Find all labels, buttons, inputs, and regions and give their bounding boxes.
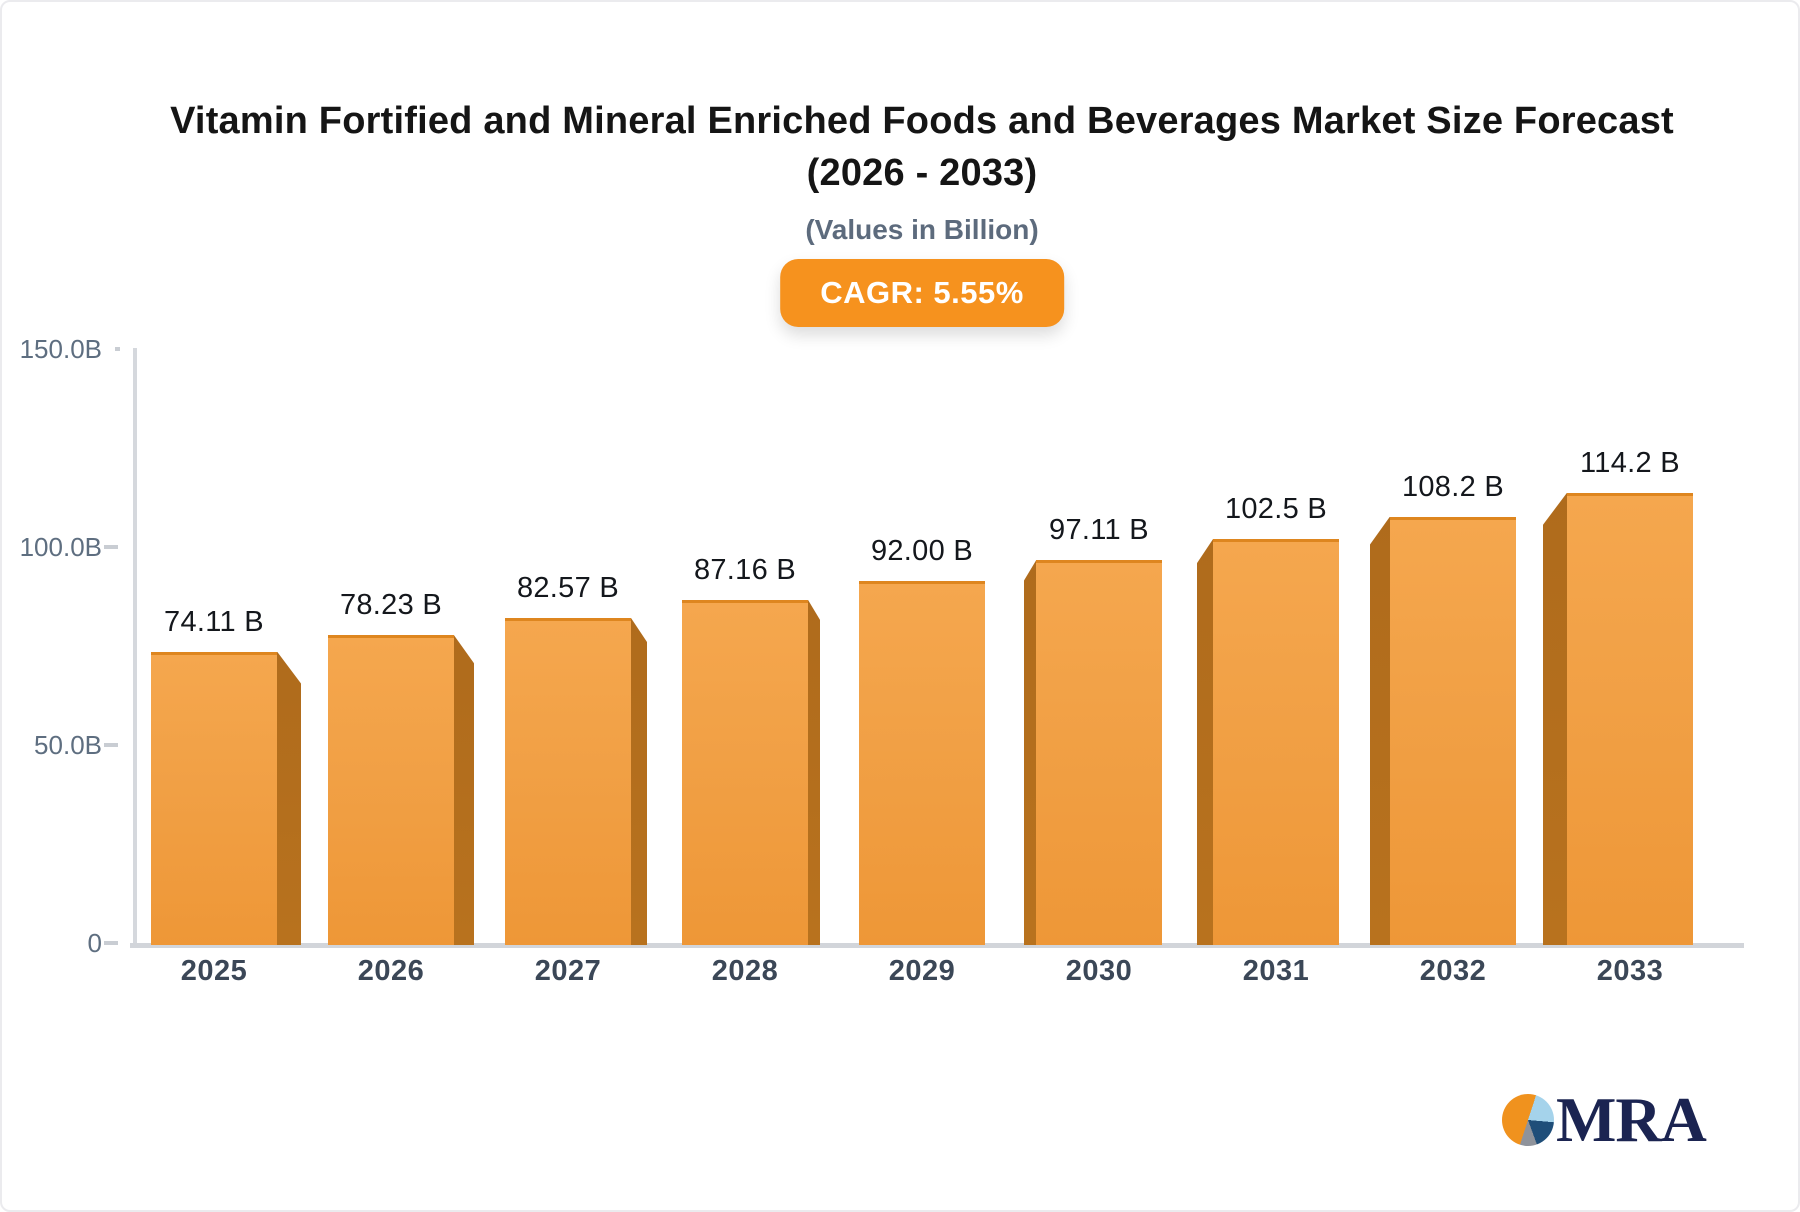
bar-value-label: 74.11 B [164, 605, 264, 638]
bar-2025[interactable] [151, 651, 277, 945]
bar-2027-side-panel[interactable] [631, 618, 647, 945]
chart-title-line2: (2026 - 2033) [806, 152, 1038, 194]
x-tick-label: 2026 [357, 955, 425, 987]
bar-2031[interactable] [1213, 539, 1339, 945]
bar-2032-side-panel[interactable] [1370, 516, 1390, 945]
bar-value-label: 97.11 B [1049, 514, 1149, 547]
y-tick-label: 150.0B [19, 334, 102, 364]
pie-chart-logo-icon [1502, 1094, 1554, 1146]
bar-2033-side-panel[interactable] [1543, 492, 1567, 945]
cagr-badge: CAGR: 5.55% [780, 259, 1064, 327]
bar-2026-side-panel[interactable] [454, 635, 474, 945]
x-axis-line [130, 943, 1744, 948]
y-tick-mark [104, 941, 118, 945]
y-tick-label: 50.0B [34, 730, 102, 760]
bar-value-label: 102.5 B [1224, 493, 1328, 526]
y-tick-mark [115, 347, 120, 351]
x-tick-label: 2033 [1596, 955, 1664, 987]
bar-2031-side-panel[interactable] [1197, 539, 1213, 945]
x-tick-label: 2031 [1242, 955, 1310, 987]
y-axis-line [133, 348, 137, 948]
bar-value-label: 82.57 B [516, 572, 620, 605]
bar-value-label: 87.16 B [693, 553, 797, 586]
x-tick-label: 2032 [1419, 955, 1487, 987]
bar-value-label: 78.23 B [339, 589, 443, 622]
bar-2030-side-panel[interactable] [1024, 560, 1036, 945]
bar-value-label: 92.00 B [870, 534, 974, 567]
chart-subtitle: (Values in Billion) [805, 214, 1039, 245]
bar-value-label: 108.2 B [1401, 470, 1505, 503]
bar-2033[interactable] [1567, 492, 1693, 945]
bar-2027[interactable] [505, 618, 631, 945]
bar-2030[interactable] [1036, 560, 1162, 945]
bar-2032[interactable] [1390, 516, 1516, 945]
mra-logo-text: MRA [1556, 1084, 1707, 1155]
y-tick-label: 0 [87, 928, 102, 958]
bar-2026[interactable] [328, 635, 454, 945]
x-tick-label: 2030 [1065, 955, 1133, 987]
y-tick-mark [104, 545, 118, 549]
bar-2025-side-panel[interactable] [277, 651, 301, 945]
chart-title-line1: Vitamin Fortified and Mineral Enriched F… [170, 100, 1674, 142]
x-tick-label: 2029 [888, 955, 956, 987]
x-tick-label: 2027 [534, 955, 602, 987]
y-tick-label: 100.0B [19, 532, 102, 562]
x-tick-label: 2028 [711, 955, 779, 987]
bar-value-label: 114.2 B [1580, 446, 1680, 479]
bar-2028[interactable] [682, 599, 808, 945]
x-tick-label: 2025 [180, 955, 248, 987]
y-tick-mark [104, 743, 118, 747]
bar-2029[interactable] [859, 580, 985, 945]
bar-2028-side-panel[interactable] [808, 599, 820, 945]
mra-logo: MRA [1502, 1084, 1707, 1155]
